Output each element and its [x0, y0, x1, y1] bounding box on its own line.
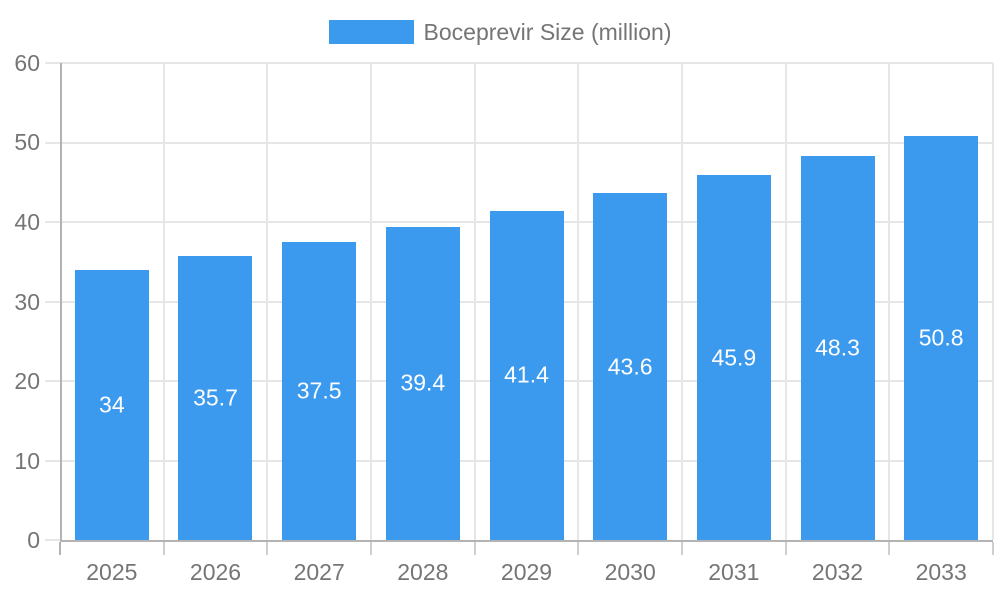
gridline-vertical	[369, 63, 372, 540]
bar[interactable]: 41.4	[489, 210, 564, 540]
gridline-horizontal	[45, 141, 993, 144]
bar-value-label: 43.6	[607, 353, 653, 380]
y-axis-labels: 0 10 20 30 40 50 60	[0, 50, 40, 553]
gridline-vertical	[162, 63, 165, 540]
bar-value-label: 37.5	[296, 377, 342, 404]
x-axis-tick-label: 2025	[86, 559, 138, 585]
y-axis-tick-label: 30	[14, 288, 40, 315]
x-tick	[266, 542, 269, 555]
legend-label: Boceprevir Size (million)	[423, 19, 672, 45]
gridline-vertical	[577, 63, 580, 540]
y-axis-tick-label: 0	[27, 527, 40, 553]
plot-area: 34 35.7 37.5 39.4 41.4 43.6 45.9 48.3 50.8	[45, 62, 994, 555]
x-tick	[784, 542, 787, 555]
y-axis-tick-label: 60	[14, 50, 40, 76]
x-tick	[992, 542, 994, 555]
gridline-vertical	[680, 63, 683, 540]
x-axis-tick-label: 2030	[604, 559, 656, 585]
bar-value-label: 35.7	[193, 384, 238, 411]
legend-swatch	[328, 20, 414, 44]
x-axis-tick-label: 2026	[189, 559, 242, 585]
x-axis-labels: 2025 2026 2027 2028 2029 2030 2031 2032 2033	[60, 556, 993, 588]
x-tick	[577, 542, 580, 555]
x-axis-line	[60, 540, 993, 542]
bar-value-label: 41.4	[504, 361, 549, 388]
y-axis-tick-label: 50	[14, 129, 40, 156]
gridline-vertical	[784, 63, 787, 540]
bar[interactable]: 45.9	[696, 175, 771, 540]
bar[interactable]: 50.8	[904, 136, 979, 540]
x-tick	[59, 542, 61, 555]
y-axis-tick-label: 10	[14, 447, 40, 474]
x-tick	[680, 542, 683, 555]
x-tick	[162, 542, 165, 555]
x-tick	[888, 542, 891, 555]
x-axis-tick-label: 2033	[915, 559, 967, 585]
bar[interactable]: 43.6	[593, 193, 668, 540]
bar-value-label: 39.4	[400, 369, 446, 396]
bar-value-label: 34	[99, 391, 125, 418]
bar-value-label: 48.3	[815, 334, 860, 361]
x-axis-tick-label: 2029	[500, 559, 553, 585]
bar-value-label: 50.8	[918, 324, 964, 351]
gridline-vertical	[473, 63, 476, 540]
x-axis-tick-label: 2028	[397, 559, 449, 585]
gridline-vertical	[266, 63, 269, 540]
x-axis-tick-label: 2031	[708, 559, 760, 585]
gridline-vertical	[888, 63, 891, 540]
x-axis-tick-label: 2032	[811, 559, 864, 585]
gridline-horizontal	[45, 62, 993, 64]
gridline-vertical	[992, 63, 994, 540]
bar[interactable]: 34	[74, 269, 149, 540]
x-tick	[473, 542, 476, 555]
bar[interactable]: 48.3	[800, 156, 875, 540]
bar[interactable]: 35.7	[178, 256, 253, 540]
bar[interactable]: 37.5	[282, 241, 357, 540]
y-axis-tick-label: 40	[14, 208, 40, 235]
x-axis-tick-label: 2027	[293, 559, 345, 585]
legend: Boceprevir Size (million)	[0, 20, 1000, 44]
bar-value-label: 45.9	[711, 344, 757, 371]
y-axis-tick-label: 20	[14, 367, 40, 394]
y-tick	[45, 539, 60, 541]
y-axis-line	[60, 63, 62, 542]
bar[interactable]: 39.4	[385, 226, 460, 540]
x-tick	[369, 542, 372, 555]
